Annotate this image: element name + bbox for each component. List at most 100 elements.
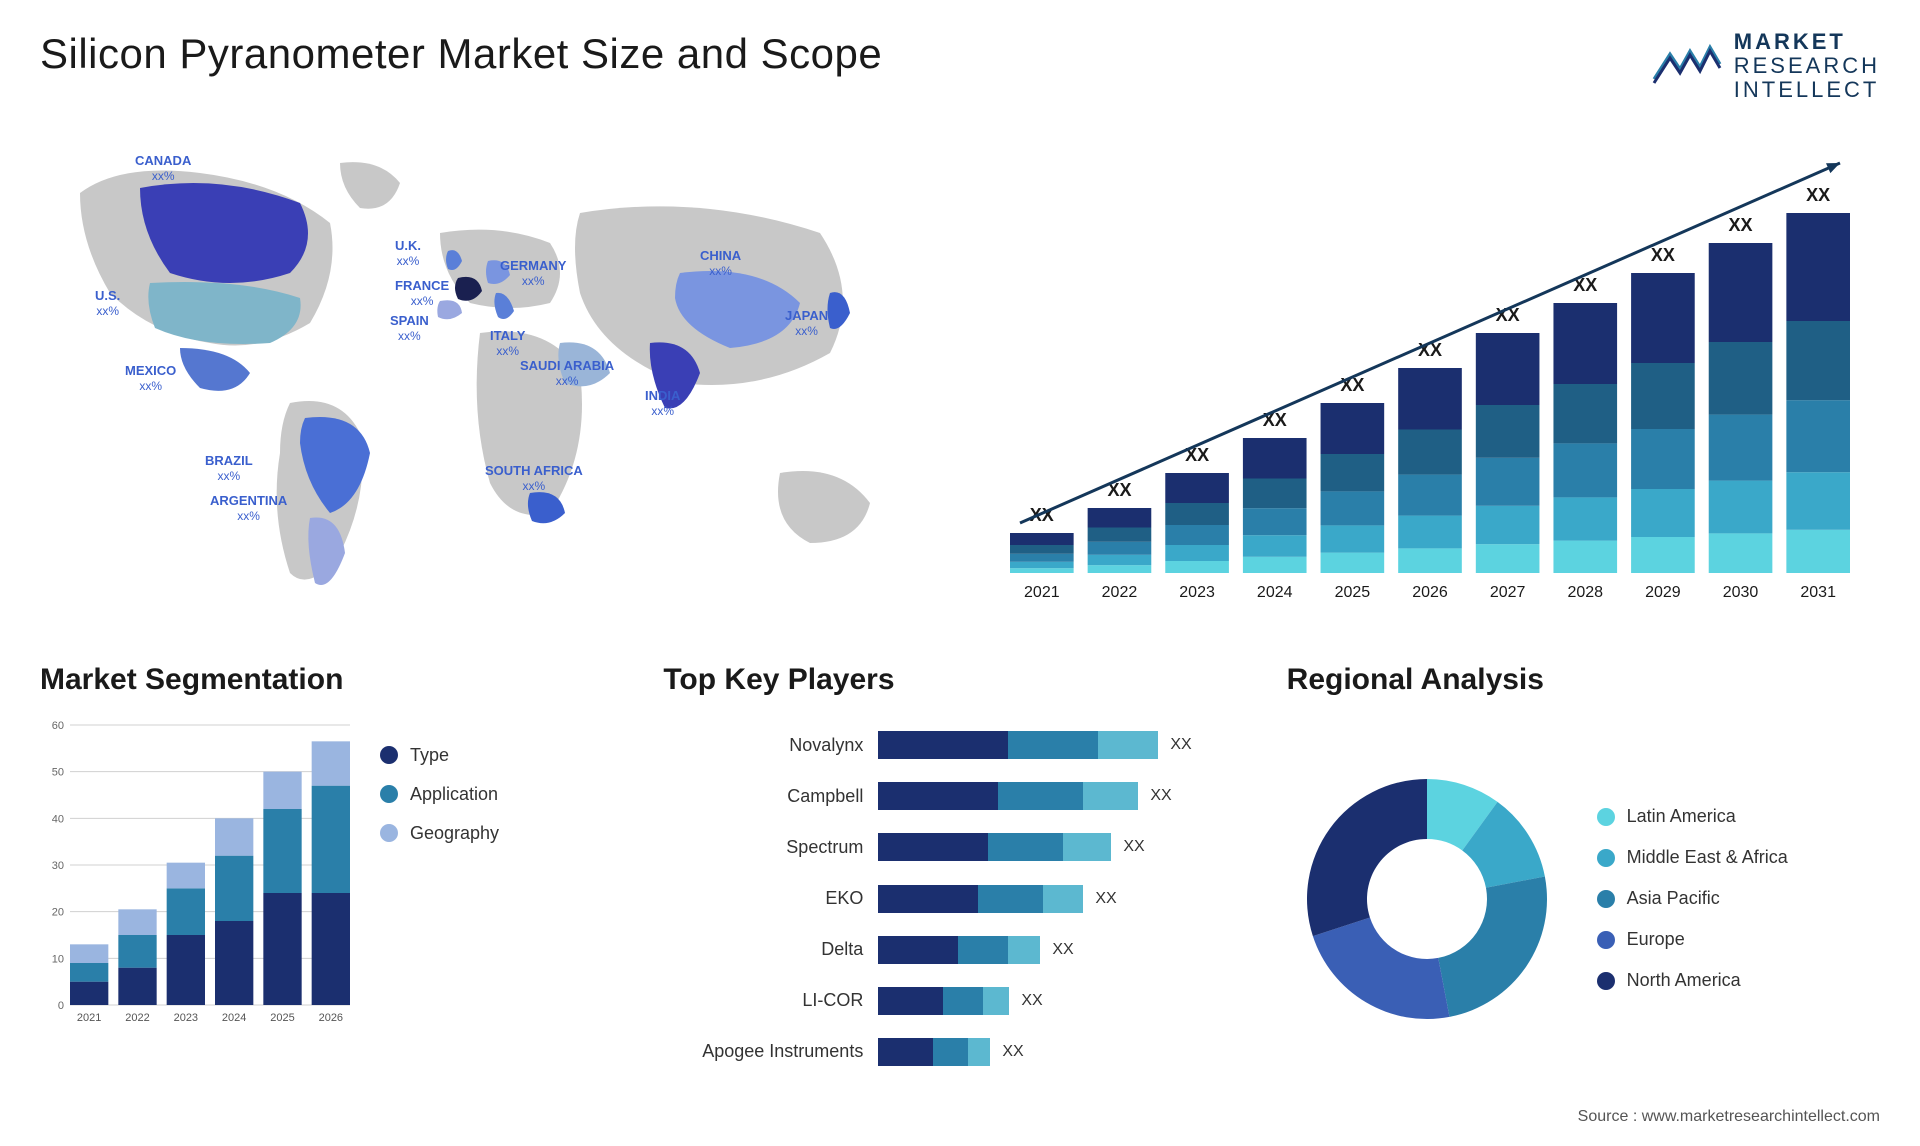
player-bar-seg [933,1038,968,1066]
growth-year-label: 2027 [1490,584,1526,601]
regional-title: Regional Analysis [1287,663,1880,697]
players-labels: NovalynxCampbellSpectrumEKODeltaLI-CORAp… [663,715,863,1083]
player-label: LI-COR [802,990,863,1011]
growth-bar-seg [1088,554,1152,564]
legend-label: Geography [410,823,499,844]
donut-slice [1438,876,1547,1016]
logo-text: MARKET RESEARCH INTELLECT [1734,30,1880,103]
growth-bar-seg [1165,525,1229,545]
player-value: XX [1170,736,1191,754]
seg-bar-seg [312,893,350,1005]
world-map-panel: CANADAxx%U.S.xx%MEXICOxx%BRAZILxx%ARGENT… [40,133,940,623]
player-bar-seg [878,782,998,810]
seg-bar-seg [215,855,253,920]
legend-dot [1597,972,1615,990]
growth-year-label: 2025 [1335,584,1371,601]
player-bar-row: XX [878,935,1256,965]
player-bar [878,936,1040,964]
growth-bar-seg [1010,561,1074,567]
growth-bar-seg [1631,429,1695,489]
segmentation-title: Market Segmentation [40,663,633,697]
player-bar [878,987,1009,1015]
player-label: EKO [825,888,863,909]
map-label-mexico: MEXICOxx% [125,363,176,394]
player-bar-seg [1008,936,1040,964]
player-bar-row: XX [878,986,1256,1016]
map-mexico [180,348,250,391]
player-bar-seg [943,987,983,1015]
top-row: CANADAxx%U.S.xx%MEXICOxx%BRAZILxx%ARGENT… [40,133,1880,623]
growth-bar-seg [1709,243,1773,342]
legend-label: Asia Pacific [1627,888,1720,909]
map-label-india: INDIAxx% [645,388,680,419]
player-bar-row: XX [878,832,1256,862]
player-bar-seg [978,885,1043,913]
map-label-spain: SPAINxx% [390,313,429,344]
seg-ytick: 30 [52,860,64,872]
donut-slice [1313,917,1450,1018]
players-bars: XXXXXXXXXXXXXX [878,715,1256,1083]
player-bar-row: XX [878,730,1256,760]
seg-year-label: 2022 [125,1012,149,1024]
growth-year-label: 2029 [1645,584,1681,601]
seg-ytick: 10 [52,953,64,965]
seg-year-label: 2026 [319,1012,343,1024]
player-bar-seg [968,1038,990,1066]
growth-bar-seg [1476,333,1540,405]
player-bar-seg [878,987,943,1015]
seg-ytick: 0 [58,1000,64,1012]
legend-dot [380,824,398,842]
growth-bar-seg [1631,489,1695,537]
source-text: Source : www.marketresearchintellect.com [1578,1108,1880,1126]
player-value: XX [1052,941,1073,959]
map-label-canada: CANADAxx% [135,153,191,184]
player-bar-seg [983,987,1009,1015]
regional-panel: Regional Analysis Latin AmericaMiddle Ea… [1287,663,1880,1083]
segmentation-panel: Market Segmentation 01020304050602021202… [40,663,633,1083]
growth-value-label: XX [1651,245,1675,265]
growth-bar-seg [1165,473,1229,503]
growth-bar-seg [1321,454,1385,491]
growth-bar-seg [1631,273,1695,363]
regional-donut [1287,759,1567,1039]
legend-dot [1597,849,1615,867]
growth-bar-seg [1010,533,1074,545]
player-bar [878,1038,990,1066]
seg-bar-seg [312,785,350,892]
growth-bar-seg [1631,363,1695,429]
legend-dot [380,785,398,803]
player-label: Campbell [787,786,863,807]
growth-bar-seg [1398,429,1462,474]
player-bar-seg [1098,731,1158,759]
growth-year-label: 2030 [1723,584,1759,601]
logo: MARKET RESEARCH INTELLECT [1652,30,1880,103]
seg-bar-seg [118,909,156,935]
growth-bar-seg [1398,368,1462,430]
player-bar-row: XX [878,1037,1256,1067]
seg-ytick: 60 [52,720,64,732]
logo-line1: MARKET [1734,30,1880,54]
legend-dot [380,746,398,764]
seg-bar-seg [263,809,301,893]
growth-year-label: 2021 [1024,584,1060,601]
player-bar [878,833,1111,861]
seg-bar-seg [215,921,253,1005]
player-value: XX [1150,787,1171,805]
regional-legend-item: Europe [1597,929,1788,950]
growth-bar-seg [1321,491,1385,525]
map-label-brazil: BRAZILxx% [205,453,253,484]
seg-bar-seg [215,818,253,855]
growth-bar-seg [1165,545,1229,561]
segmentation-chart: 0102030405060202120222023202420252026 [40,715,360,1035]
growth-value-label: XX [1263,410,1287,430]
growth-bar-seg [1709,480,1773,533]
growth-bar-seg [1553,443,1617,497]
seg-ytick: 50 [52,766,64,778]
growth-bar-seg [1709,414,1773,480]
growth-bar-seg [1476,405,1540,458]
seg-bar-seg [70,944,108,963]
regional-legend-item: Middle East & Africa [1597,847,1788,868]
growth-bar-seg [1631,537,1695,573]
growth-bar-seg [1786,400,1850,472]
growth-bar-seg [1088,541,1152,554]
